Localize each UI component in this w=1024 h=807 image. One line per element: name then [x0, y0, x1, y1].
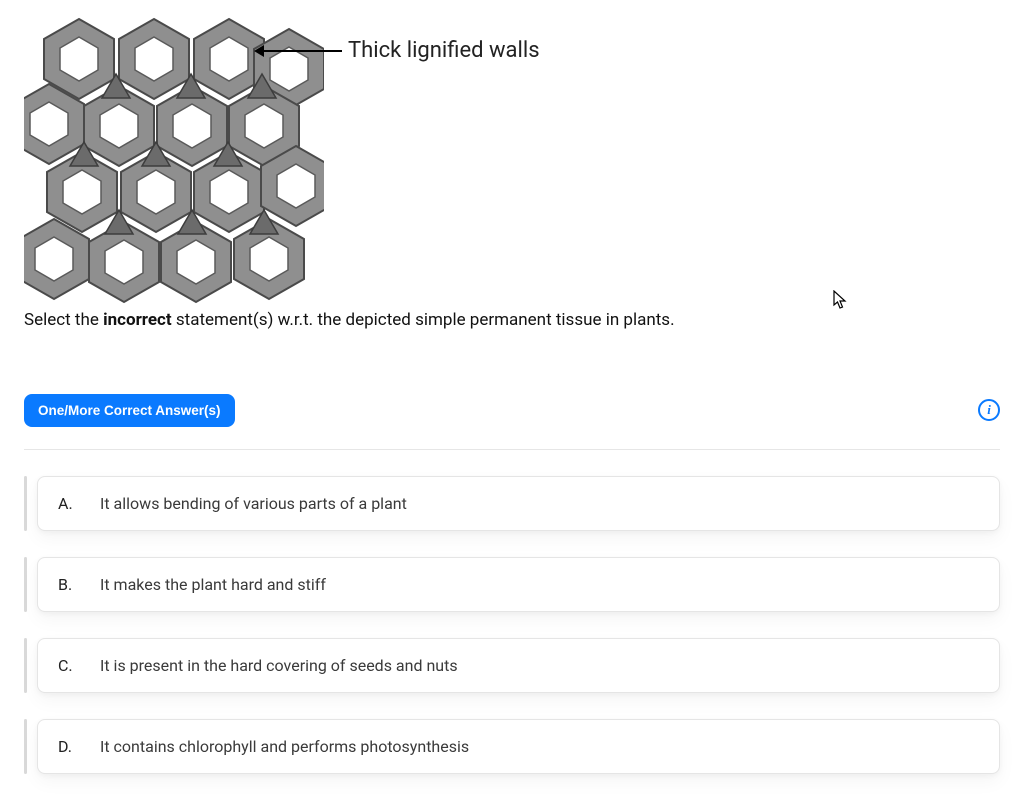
options-list: A. It allows bending of various parts of…	[24, 476, 1000, 774]
badge-row: One/More Correct Answer(s) i	[24, 394, 1000, 427]
diagram-label-text: Thick lignified walls	[348, 38, 540, 63]
option-bar	[24, 557, 27, 612]
option-d: D. It contains chlorophyll and performs …	[24, 719, 1000, 774]
option-card-c[interactable]: C. It is present in the hard covering of…	[37, 638, 1000, 693]
option-letter: A.	[58, 494, 78, 513]
option-card-a[interactable]: A. It allows bending of various parts of…	[37, 476, 1000, 531]
question-suffix: statement(s) w.r.t. the depicted simple …	[172, 310, 675, 330]
option-card-d[interactable]: D. It contains chlorophyll and performs …	[37, 719, 1000, 774]
answer-type-badge: One/More Correct Answer(s)	[24, 394, 235, 427]
divider	[24, 449, 1000, 450]
diagram-label-pointer: Thick lignified walls	[256, 38, 540, 63]
option-text: It contains chlorophyll and performs pho…	[100, 737, 469, 756]
option-letter: C.	[58, 656, 78, 675]
option-letter: B.	[58, 575, 78, 594]
option-text: It makes the plant hard and stiff	[100, 575, 326, 594]
option-a: A. It allows bending of various parts of…	[24, 476, 1000, 531]
tissue-diagram: Thick lignified walls	[24, 20, 544, 300]
option-card-b[interactable]: B. It makes the plant hard and stiff	[37, 557, 1000, 612]
info-icon[interactable]: i	[978, 399, 1000, 421]
option-bar	[24, 638, 27, 693]
question-diagram-area: Thick lignified walls	[24, 20, 1000, 300]
question-bold: incorrect	[103, 310, 172, 330]
question-text: Select the incorrect statement(s) w.r.t.…	[24, 308, 1000, 334]
arrow-line	[256, 50, 342, 52]
arrow-head-icon	[254, 45, 264, 57]
option-letter: D.	[58, 737, 78, 756]
question-prefix: Select the	[24, 310, 103, 330]
cursor-icon	[833, 290, 849, 310]
option-text: It allows bending of various parts of a …	[100, 494, 407, 513]
option-bar	[24, 719, 27, 774]
option-bar	[24, 476, 27, 531]
option-text: It is present in the hard covering of se…	[100, 656, 458, 675]
option-c: C. It is present in the hard covering of…	[24, 638, 1000, 693]
option-b: B. It makes the plant hard and stiff	[24, 557, 1000, 612]
